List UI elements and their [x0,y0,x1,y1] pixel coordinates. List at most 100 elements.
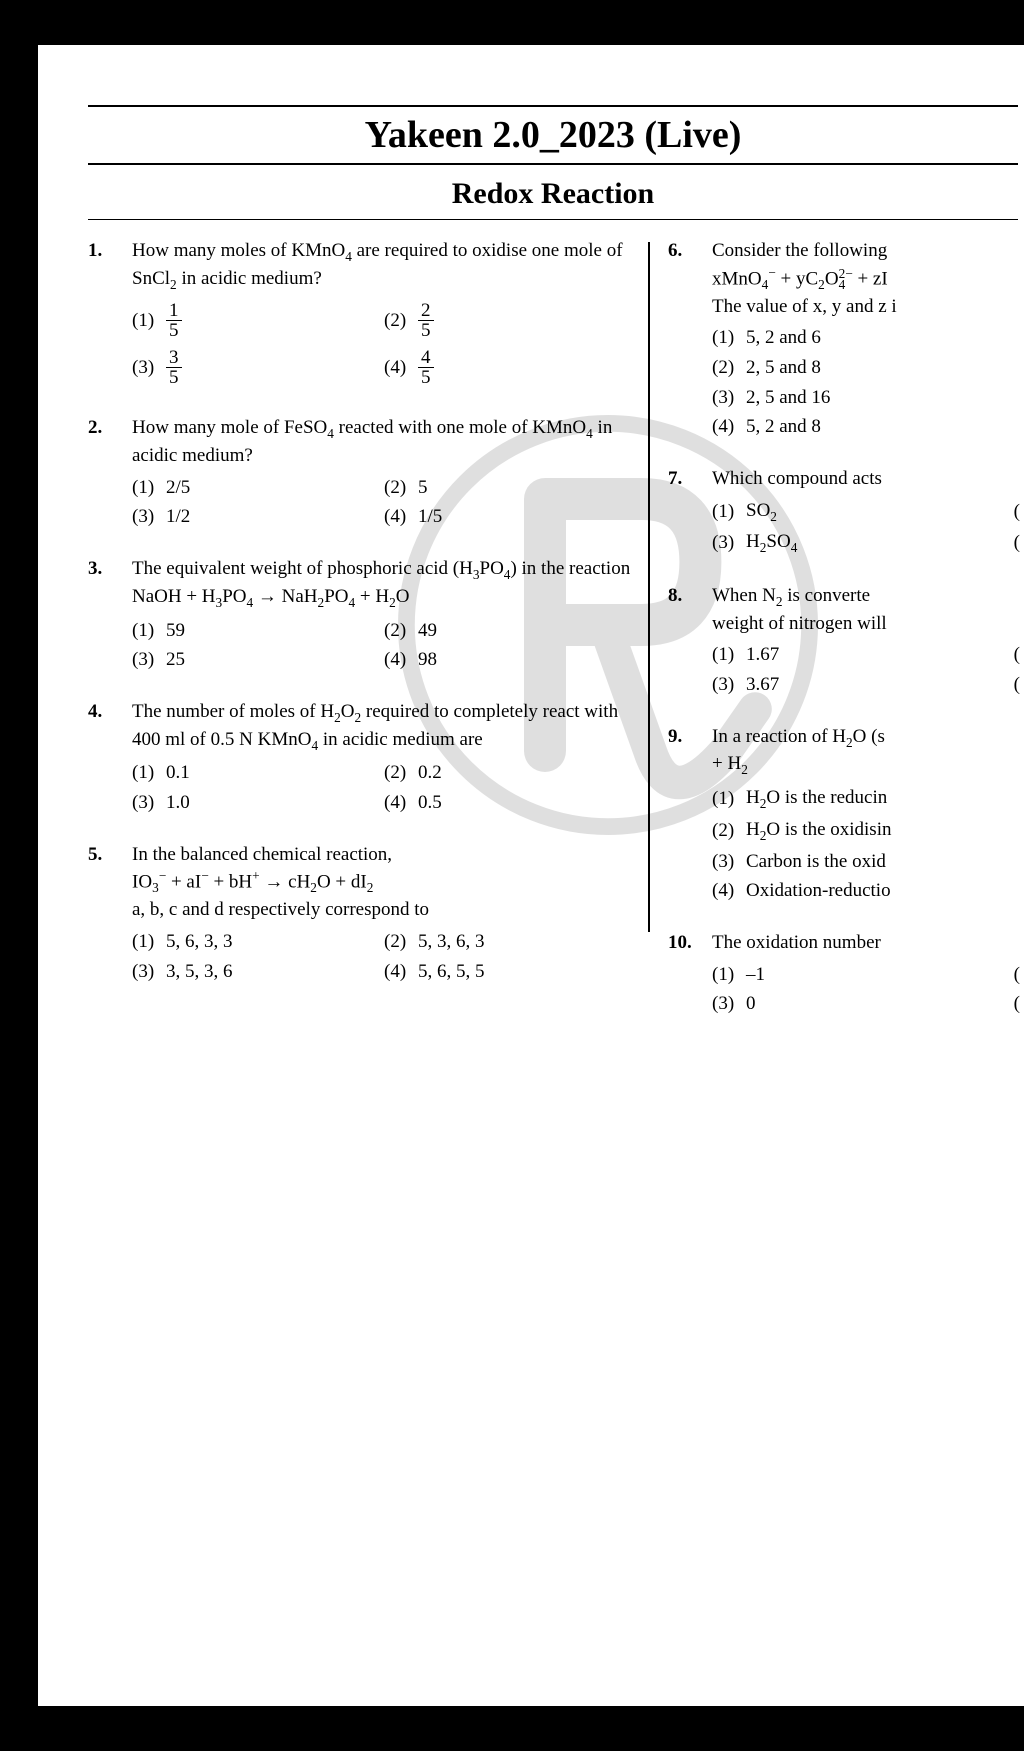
option-value: 59 [166,618,384,644]
option-number: (3) [132,647,166,673]
question-number: 9. [668,724,712,908]
option-value: 98 [418,647,636,673]
option: (2)H2O is the oxidisin [712,817,1020,845]
option-number: (3) [712,385,746,411]
question: 8.When N2 is converteweight of nitrogen … [668,583,1020,702]
option-number: (4) [384,959,418,985]
option: (3)35 [132,346,384,389]
question-body: When N2 is converteweight of nitrogen wi… [712,583,1020,702]
question-number: 3. [88,556,132,677]
question-body: How many moles of KMnO4 are required to … [132,238,636,393]
question: 3.The equivalent weight of phosphoric ac… [88,556,636,677]
option-value: 1/5 [418,504,636,530]
option-trail: ( [1014,991,1020,1017]
question-body: Which compound acts (1)SO2((3)H2SO4( [712,466,1020,561]
question-number: 1. [88,238,132,393]
option: (4)5, 2 and 8 [712,414,1020,440]
question-number: 4. [88,699,132,820]
option: (4)Oxidation-reductio [712,878,1020,904]
option-number: (1) [712,962,746,988]
option-number: (3) [712,991,746,1017]
left-column: 1.How many moles of KMnO4 are required t… [88,238,648,1043]
option-number: (3) [132,504,166,530]
hr-bottom [88,219,1018,220]
option-value: –1 [746,962,1014,988]
option-value: 1.67 [746,642,1014,668]
option-value: 35 [166,346,384,389]
question-text: The equivalent weight of phosphoric acid… [132,556,636,611]
option-number: (2) [384,475,418,501]
question-body: In a reaction of H2O (s+ H2(1)H2O is the… [712,724,1020,908]
question: 2.How many mole of FeSO4 reacted with on… [88,415,636,534]
option-value: 5, 3, 6, 3 [418,929,636,955]
question-text: The number of moles of H2O2 required to … [132,699,636,754]
question: 5.In the balanced chemical reaction,IO3−… [88,842,636,989]
option-value: 1/2 [166,504,384,530]
option: (3)3.67( [712,672,1020,698]
options: (1)0.1(2)0.2(3)1.0(4)0.5 [132,760,636,819]
option: (4)5, 6, 5, 5 [384,959,636,985]
option-number: (4) [712,414,746,440]
option: (1)5, 2 and 6 [712,325,1020,351]
option: (1)59 [132,618,384,644]
option: (3)1/2 [132,504,384,530]
question: 6.Consider the followingxMnO4− + yC2O2−4… [668,238,1020,444]
option: (4)0.5 [384,790,636,816]
option: (1)0.1 [132,760,384,786]
options: (1)2/5(2)5(3)1/2(4)1/5 [132,475,636,534]
options: (1)5, 6, 3, 3(2)5, 3, 6, 3(3)3, 5, 3, 6(… [132,929,636,988]
option-value: 5 [418,475,636,501]
option-number: (3) [712,849,746,875]
option-value: 25 [418,299,636,342]
question: 1.How many moles of KMnO4 are required t… [88,238,636,393]
option-trail: ( [1014,962,1020,988]
question-number: 10. [668,930,712,1021]
option-trail: ( [1014,499,1020,525]
question-body: In the balanced chemical reaction,IO3− +… [132,842,636,989]
option-value: 0 [746,991,1014,1017]
option: (3)1.0 [132,790,384,816]
options: (1)1.67((3)3.67( [712,642,1020,701]
option: (1)5, 6, 3, 3 [132,929,384,955]
option: (4)98 [384,647,636,673]
options: (1)H2O is the reducin(2)H2O is the oxidi… [712,785,1020,908]
option-number: (1) [712,642,746,668]
option: (3)25 [132,647,384,673]
option-number: (3) [712,530,746,556]
option-number: (3) [712,672,746,698]
option-value: 5, 2 and 8 [746,414,1020,440]
option-number: (2) [712,818,746,844]
option: (1)–1( [712,962,1020,988]
option-value: 49 [418,618,636,644]
option-number: (4) [384,355,418,381]
question-number: 5. [88,842,132,989]
option-number: (2) [384,308,418,334]
question-number: 7. [668,466,712,561]
right-column: 6.Consider the followingxMnO4− + yC2O2−4… [650,238,1020,1043]
question: 9.In a reaction of H2O (s+ H2(1)H2O is t… [668,724,1020,908]
option-value: SO2 [746,498,1014,526]
option-number: (2) [712,355,746,381]
question-body: The number of moles of H2O2 required to … [132,699,636,820]
document-page: Yakeen 2.0_2023 (Live) Redox Reaction 1.… [38,45,1024,1706]
option: (4)45 [384,346,636,389]
option: (1)SO2( [712,498,1020,526]
option-value: 45 [418,346,636,389]
option-value: H2O is the oxidisin [746,817,1020,845]
option: (2)5 [384,475,636,501]
option-number: (3) [132,355,166,381]
option-number: (1) [132,475,166,501]
question-text: Which compound acts [712,466,1020,492]
option-number: (1) [712,499,746,525]
option-trail: ( [1014,530,1020,556]
main-title: Yakeen 2.0_2023 (Live) [88,111,1018,159]
option-value: 2/5 [166,475,384,501]
option-value: 3, 5, 3, 6 [166,959,384,985]
option: (3)Carbon is the oxid [712,849,1020,875]
question-number: 8. [668,583,712,702]
question-text: When N2 is converteweight of nitrogen wi… [712,583,1020,636]
options: (1)15(2)25(3)35(4)45 [132,299,636,393]
option: (2)2, 5 and 8 [712,355,1020,381]
options: (1)5, 2 and 6(2)2, 5 and 8(3)2, 5 and 16… [712,325,1020,444]
option-value: 5, 6, 5, 5 [418,959,636,985]
